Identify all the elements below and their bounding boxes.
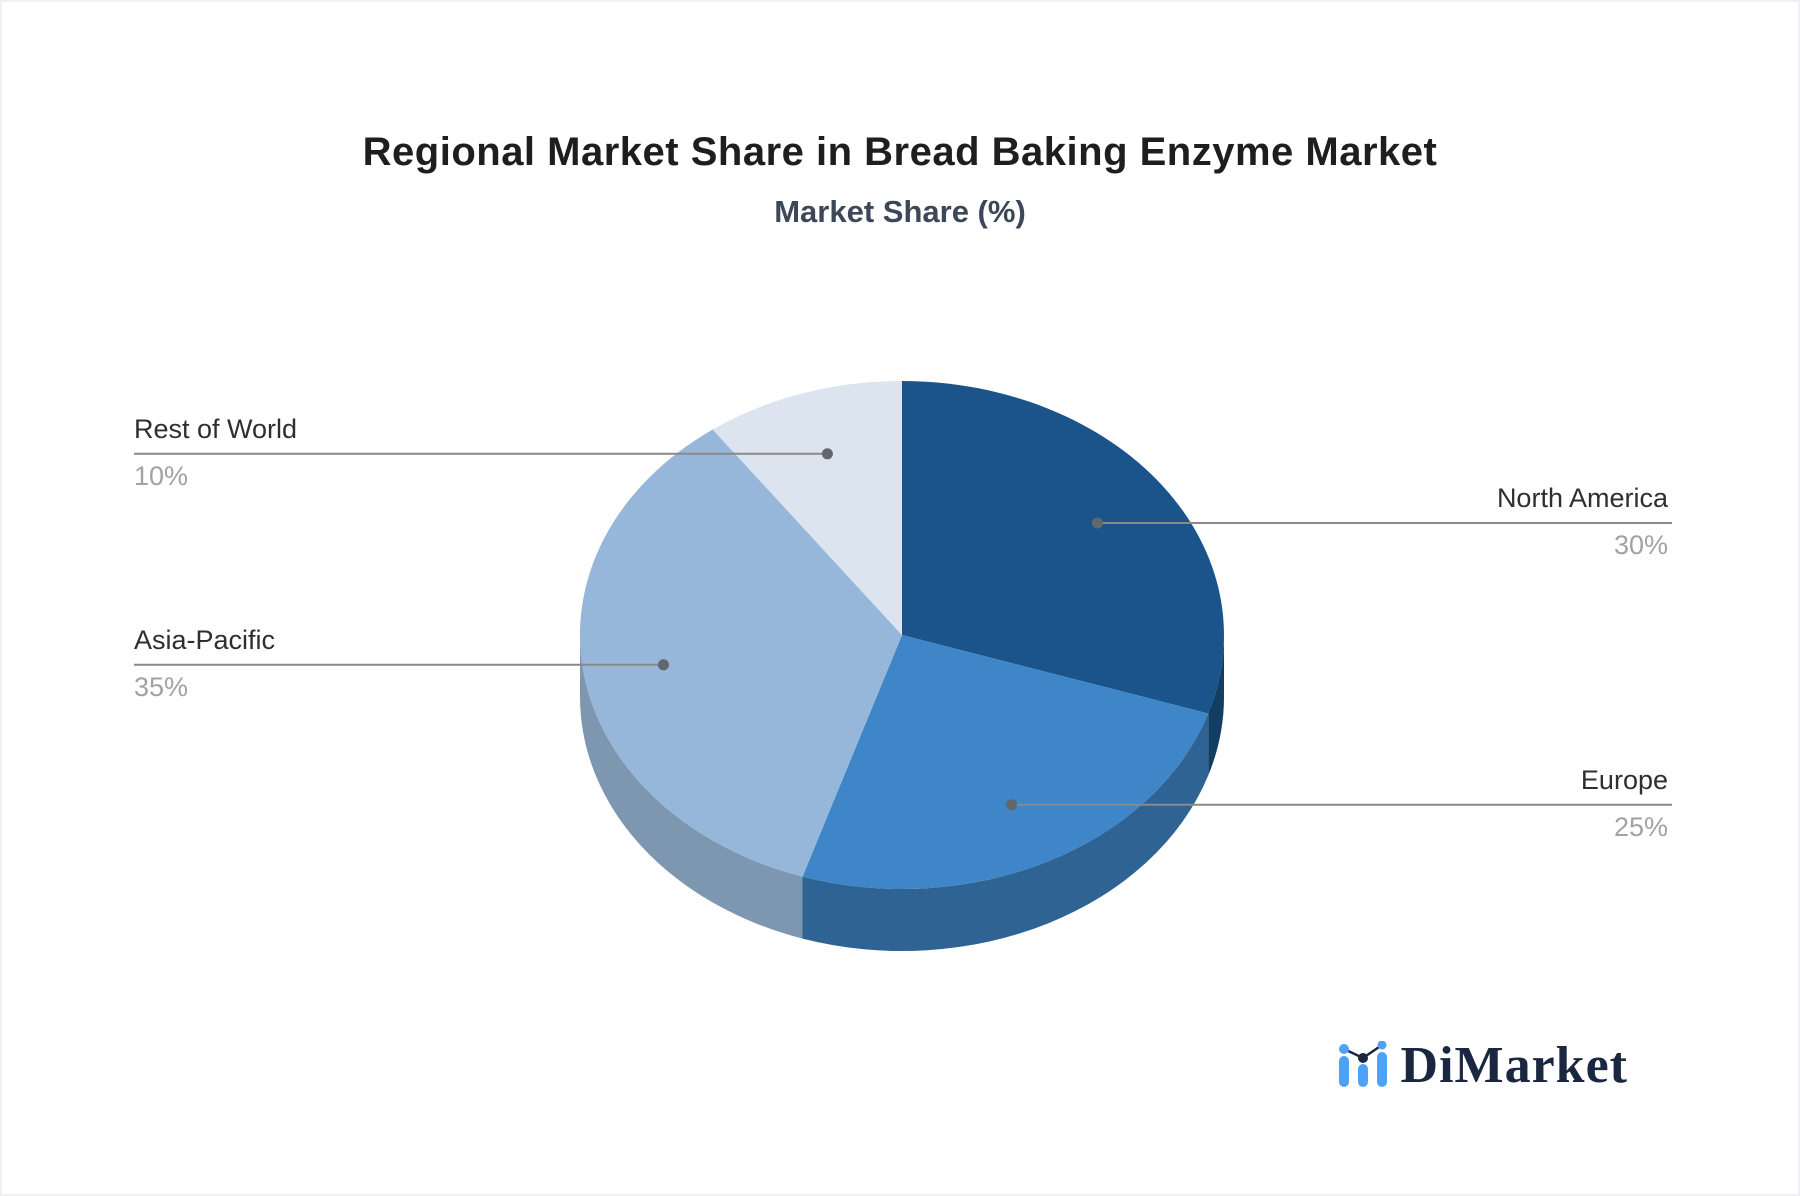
callout-dot-europe — [1006, 799, 1018, 811]
callout-dot-asia-pacific — [658, 659, 669, 671]
callout-dot-rest-of-world — [821, 448, 833, 460]
callout-dot-north-america — [1091, 517, 1103, 529]
pie-slice-side-asia-pacific[interactable] — [579, 635, 803, 939]
pie-slice-rest-of-world[interactable] — [712, 381, 902, 635]
pie-slice-side-europe[interactable] — [802, 713, 1209, 952]
callout-asia-pacific-name: Asia-Pacific — [134, 625, 276, 655]
pie-slice-north-america[interactable] — [902, 381, 1224, 714]
callout-rest-of-world-name: Rest of World — [134, 414, 298, 444]
callout-europe-pct: 25% — [1613, 812, 1668, 842]
pie-slice-side-north-america[interactable] — [1208, 635, 1224, 776]
chart-subtitle: Market Share (%) — [774, 194, 1026, 229]
callout-north-america-name: North America — [1496, 483, 1668, 513]
callout-europe-name: Europe — [1580, 765, 1668, 795]
logo-text: DiMarket — [1400, 1037, 1628, 1094]
callout-asia-pacific-pct: 35% — [134, 672, 189, 702]
bar-chart-trend-icon — [1338, 1041, 1387, 1087]
callout-north-america-pct: 30% — [1613, 530, 1668, 560]
callout-rest-of-world-pct: 10% — [134, 461, 189, 491]
dimarket-logo: DiMarket — [1338, 1040, 1628, 1092]
pie-slice-asia-pacific[interactable] — [579, 429, 902, 877]
chart-title: Regional Market Share in Bread Baking En… — [362, 130, 1438, 174]
pie-slice-europe[interactable] — [802, 635, 1209, 890]
